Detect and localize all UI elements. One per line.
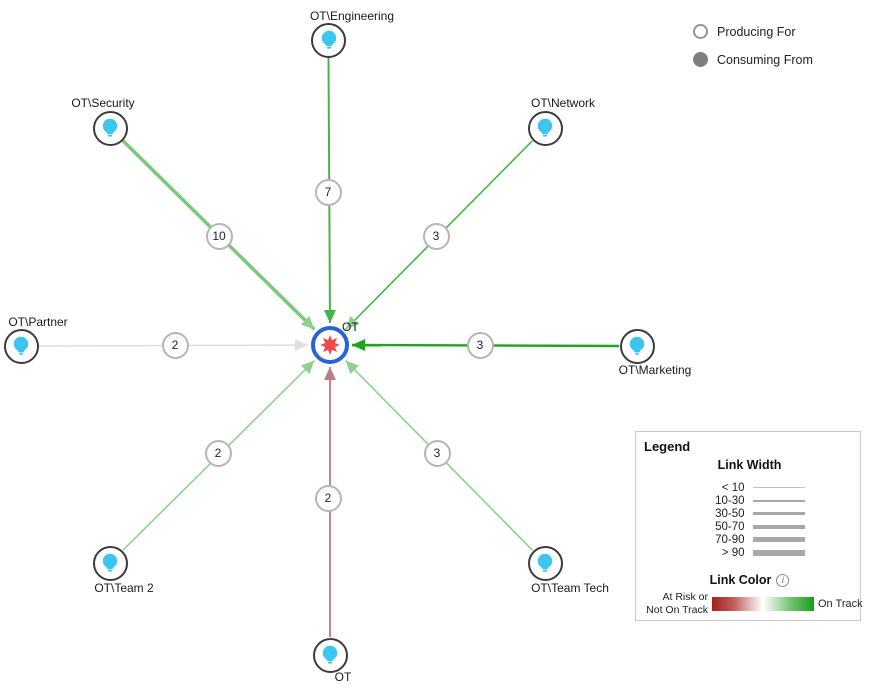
link-value-badge: 7	[314, 178, 342, 206]
link-width-sample-line	[752, 524, 805, 529]
lightbulb-icon	[102, 118, 118, 137]
link-value-badge: 3	[422, 222, 450, 250]
link-width-row: 10-30	[644, 494, 855, 507]
link-width-label: 10-30	[715, 494, 745, 507]
lightbulb-icon	[629, 336, 645, 355]
node-engineering[interactable]	[311, 22, 346, 58]
link-width-row: 30-50	[644, 507, 855, 520]
node-label-ot-center: OT	[342, 320, 359, 334]
node-label-security: OT\Security	[71, 96, 135, 110]
node-label-network: OT\Network	[530, 96, 596, 110]
lightbulb-icon	[537, 118, 553, 137]
link-value-badge: 2	[161, 331, 189, 359]
node-network[interactable]	[527, 110, 563, 146]
link-width-row: < 10	[644, 481, 855, 494]
legend-item-label: Producing For	[717, 24, 796, 39]
node-ot-center[interactable]	[311, 326, 349, 364]
on-track-label: On Track	[818, 597, 863, 610]
node-label-ot-bottom: OT	[334, 670, 352, 684]
link-color-gradient-bar	[712, 596, 814, 611]
link-value-badge: 3	[466, 331, 494, 359]
at-risk-label-line1: At Risk or	[662, 591, 708, 603]
node-label-marketing: OT\Marketing	[618, 363, 692, 377]
node-team2[interactable]	[92, 545, 128, 581]
legend-panel: Legend Link Width < 10 10-30 30-50 50-70…	[635, 431, 863, 621]
node-marketing[interactable]	[619, 328, 655, 364]
link-value-badge: 2	[314, 484, 342, 512]
legend-item-consuming-from[interactable]: Consuming From	[693, 52, 813, 67]
node-type-legend: Producing For Consuming From	[693, 24, 813, 67]
lightbulb-icon	[13, 336, 29, 355]
node-partner[interactable]	[3, 328, 39, 364]
at-risk-label: At Risk or Not On Track	[644, 591, 708, 616]
lightbulb-icon	[102, 553, 118, 572]
node-label-teamtech: OT\Team Tech	[531, 581, 609, 595]
burst-star-icon	[320, 335, 340, 355]
link-width-label: 70-90	[715, 533, 745, 546]
link-width-title: Link Width	[717, 458, 782, 472]
node-teamtech[interactable]	[527, 545, 563, 581]
link-value-badge: 3	[423, 439, 451, 467]
filled-circle-icon	[693, 52, 708, 67]
link-value-badge: 10	[205, 222, 233, 250]
link-value-badge: 2	[204, 439, 232, 467]
link-width-row: > 90	[644, 546, 855, 559]
link-width-row: 50-70	[644, 520, 855, 533]
link-width-label: < 10	[721, 481, 745, 494]
legend-item-label: Consuming From	[717, 52, 813, 67]
link-width-sample-line	[752, 512, 805, 515]
link-color-title: Link Color	[709, 573, 772, 587]
link-width-label: > 90	[721, 546, 745, 559]
node-label-engineering: OT\Engineering	[309, 9, 395, 23]
link-width-row: 70-90	[644, 533, 855, 546]
link-color-title-row: Link Color i	[644, 573, 855, 587]
outline-circle-icon	[693, 24, 708, 39]
lightbulb-icon	[537, 553, 553, 572]
link-width-label: 30-50	[715, 507, 745, 520]
legend-title: Legend	[644, 439, 691, 454]
lightbulb-icon	[321, 30, 336, 49]
link-width-label: 50-70	[715, 520, 745, 533]
legend-item-producing-for[interactable]: Producing For	[693, 24, 813, 39]
link-width-sample-line	[752, 499, 805, 502]
node-security[interactable]	[92, 110, 128, 146]
node-label-team2: OT\Team 2	[94, 581, 154, 595]
link-color-scale: At Risk or Not On Track On Track	[644, 591, 862, 616]
lightbulb-icon	[322, 645, 338, 664]
at-risk-label-line2: Not On Track	[646, 603, 708, 616]
link-width-sample-line	[752, 549, 805, 556]
link-width-sample-line	[752, 487, 805, 488]
node-ot-bottom[interactable]	[312, 637, 348, 673]
link-width-sample-line	[752, 537, 805, 542]
node-label-partner: OT\Partner	[8, 315, 68, 329]
info-icon[interactable]: i	[776, 573, 790, 587]
